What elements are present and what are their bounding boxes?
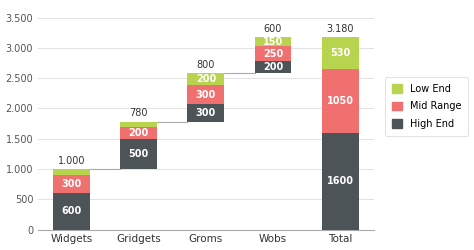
Bar — [53, 175, 90, 193]
Bar — [322, 37, 358, 69]
Bar — [187, 86, 224, 104]
Bar — [255, 46, 292, 61]
Bar — [120, 122, 157, 127]
Bar — [53, 193, 90, 230]
Text: 600: 600 — [264, 24, 282, 34]
Text: 300: 300 — [196, 90, 216, 100]
Bar — [255, 37, 292, 46]
Bar — [120, 139, 157, 169]
Bar — [322, 133, 358, 230]
Legend: Low End, Mid Range, High End: Low End, Mid Range, High End — [385, 77, 468, 136]
Bar — [187, 73, 224, 86]
Text: 1.000: 1.000 — [58, 156, 85, 166]
Text: 780: 780 — [129, 108, 148, 118]
Text: 500: 500 — [128, 149, 149, 159]
Text: 3.180: 3.180 — [326, 24, 354, 34]
Text: 300: 300 — [62, 179, 82, 189]
Text: 300: 300 — [196, 108, 216, 118]
Bar — [187, 104, 224, 122]
Text: 200: 200 — [128, 128, 149, 138]
Text: 250: 250 — [263, 49, 283, 59]
Text: 1050: 1050 — [327, 96, 354, 106]
Text: 800: 800 — [197, 60, 215, 70]
Text: 600: 600 — [62, 206, 82, 216]
Text: 530: 530 — [330, 48, 350, 58]
Text: 200: 200 — [263, 62, 283, 72]
Bar — [120, 127, 157, 139]
Text: 200: 200 — [196, 74, 216, 85]
Bar — [255, 61, 292, 73]
Text: 1600: 1600 — [327, 176, 354, 186]
Text: 150: 150 — [263, 36, 283, 46]
Bar — [53, 169, 90, 175]
Bar — [322, 69, 358, 133]
